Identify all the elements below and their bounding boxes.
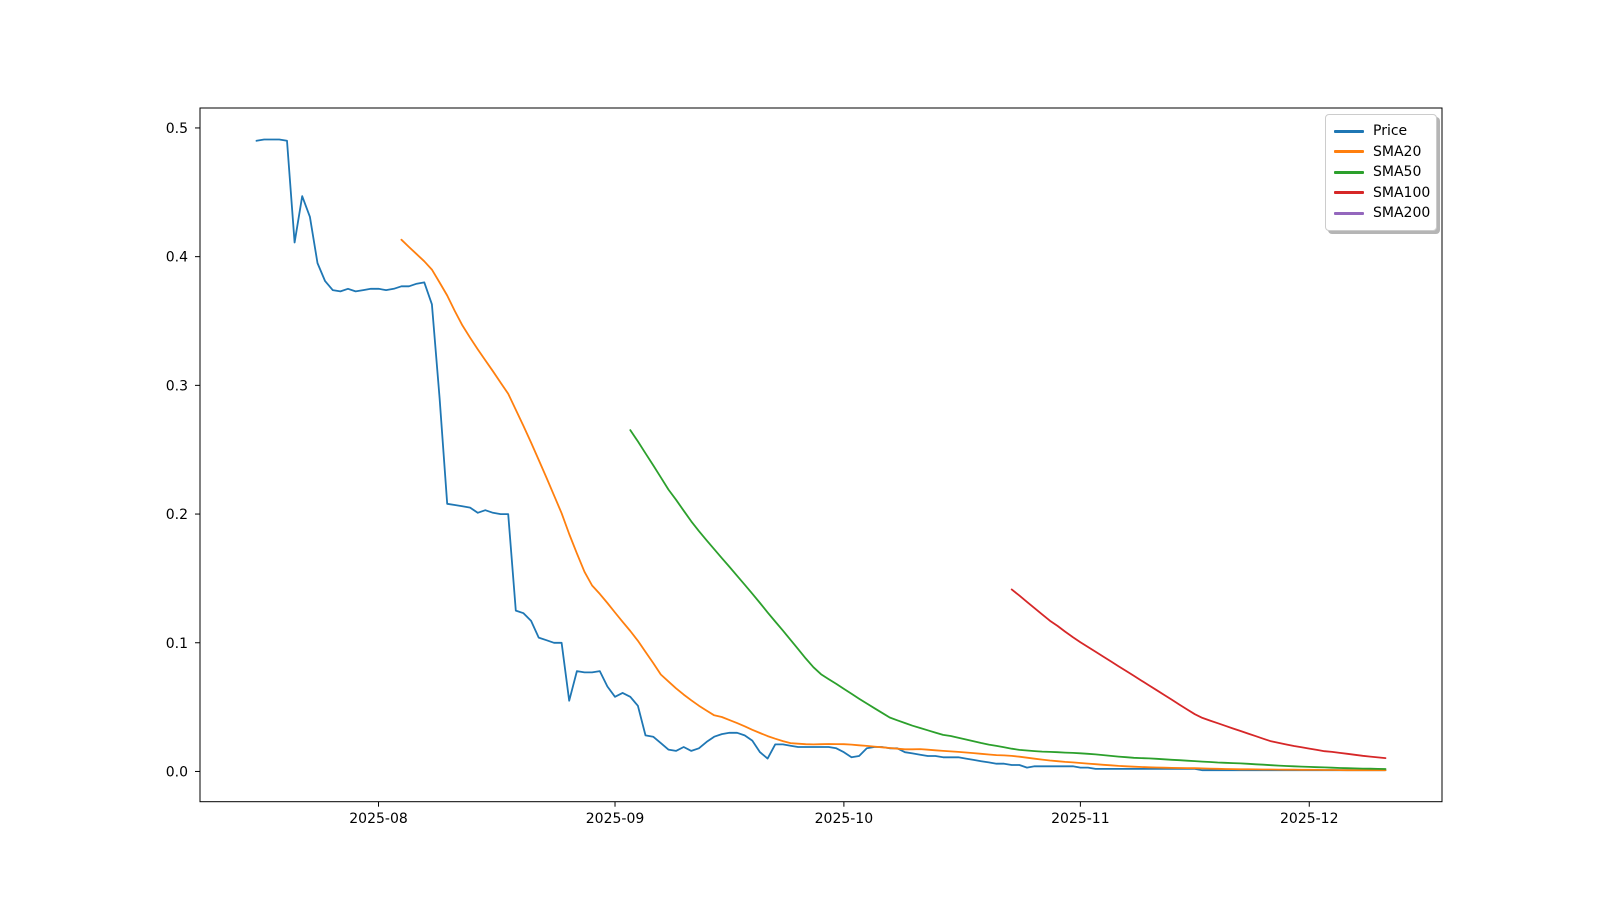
legend-line-swatch bbox=[1334, 170, 1364, 174]
y-tick-label: 0.4 bbox=[166, 250, 188, 266]
legend-line-swatch bbox=[1334, 129, 1364, 133]
legend-label: SMA50 bbox=[1373, 164, 1422, 181]
y-tick-label: 0.0 bbox=[166, 764, 188, 780]
series-line-price bbox=[255, 138, 1387, 772]
legend-item-sma50: SMA50 bbox=[1334, 162, 1428, 183]
series-line-sma50 bbox=[629, 429, 1387, 770]
x-tick-label: 2025-11 bbox=[1051, 811, 1110, 827]
y-tick-label: 0.3 bbox=[166, 378, 188, 394]
y-tick-label: 0.2 bbox=[166, 507, 188, 523]
x-tick-label: 2025-12 bbox=[1280, 811, 1339, 827]
x-tick-label: 2025-09 bbox=[586, 811, 645, 827]
x-tick-label: 2025-08 bbox=[349, 811, 408, 827]
y-tick-label: 0.1 bbox=[166, 636, 188, 652]
y-tick-label: 0.5 bbox=[166, 121, 188, 137]
legend-label: SMA100 bbox=[1373, 184, 1431, 201]
axes-frame bbox=[199, 107, 1443, 803]
legend-item-sma100: SMA100 bbox=[1334, 183, 1431, 204]
series-line-sma100 bbox=[1010, 588, 1387, 759]
legend-label: SMA200 bbox=[1373, 205, 1431, 222]
series-line-sma20 bbox=[400, 238, 1387, 772]
legend-line-swatch bbox=[1334, 150, 1364, 154]
legend-item-sma200: SMA200 bbox=[1334, 203, 1431, 224]
x-tick-label: 2025-10 bbox=[815, 811, 874, 827]
legend-line-swatch bbox=[1334, 211, 1364, 215]
legend-line-swatch bbox=[1334, 191, 1364, 195]
legend-label: Price bbox=[1373, 123, 1408, 140]
legend: Price SMA20 SMA50 SMA100 SMA200 bbox=[1325, 114, 1437, 231]
legend-label: SMA20 bbox=[1373, 143, 1422, 160]
legend-item-sma20: SMA20 bbox=[1334, 142, 1428, 163]
legend-item-price: Price bbox=[1334, 121, 1428, 142]
